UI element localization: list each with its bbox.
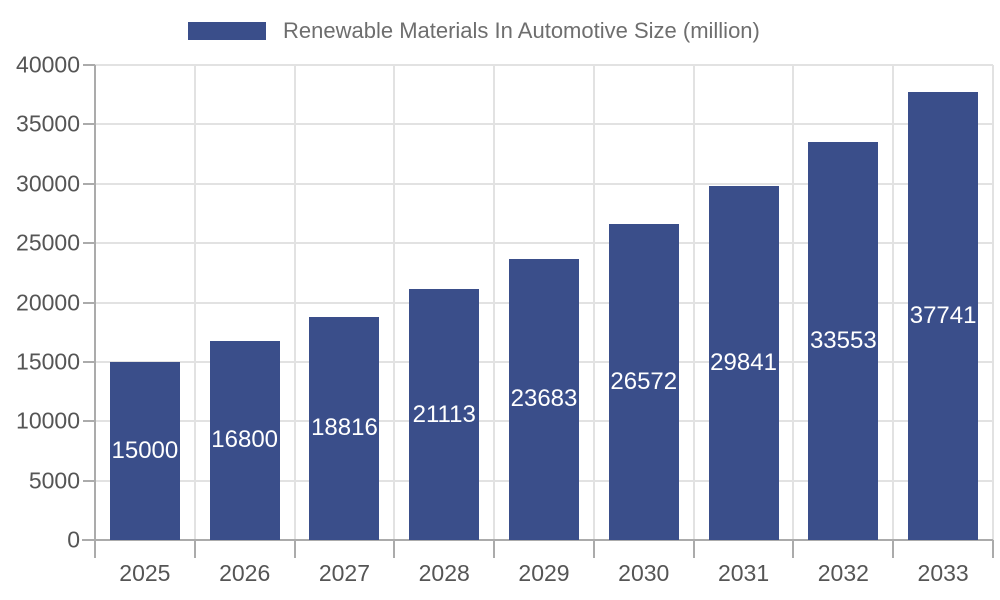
v-gridline — [493, 65, 496, 540]
x-axis-tick — [493, 540, 496, 558]
bar-value-label: 21113 — [412, 400, 476, 428]
y-axis-tick — [83, 182, 95, 185]
x-axis-tick — [692, 540, 695, 558]
y-axis-line — [94, 65, 96, 540]
y-tick-label: 20000 — [16, 289, 80, 315]
v-gridline — [393, 65, 396, 540]
x-axis-tick — [792, 540, 795, 558]
v-gridline — [592, 65, 595, 540]
bar-2032[interactable]: 33553 — [808, 141, 879, 540]
legend-label: Renewable Materials In Automotive Size (… — [283, 18, 760, 43]
bar-2025[interactable]: 15000 — [109, 361, 180, 540]
legend[interactable]: Renewable Materials In Automotive Size (… — [188, 18, 760, 44]
bar-value-label: 26572 — [610, 368, 678, 396]
h-gridline — [95, 64, 993, 66]
h-gridline — [95, 123, 993, 126]
x-axis-tick — [94, 540, 96, 558]
bar-2027[interactable]: 18816 — [309, 316, 380, 540]
y-tick-label: 5000 — [28, 467, 80, 494]
v-gridline — [992, 65, 994, 540]
x-tick-label: 2033 — [917, 560, 969, 586]
bar-2028[interactable]: 21113 — [409, 289, 480, 540]
x-axis-tick — [892, 540, 895, 558]
y-tick-label: 30000 — [16, 170, 80, 197]
bar-value-label: 18816 — [311, 414, 378, 442]
bar-value-label: 29841 — [710, 348, 777, 376]
x-axis-tick — [393, 540, 396, 558]
x-axis-tick — [293, 540, 296, 558]
bar-2029[interactable]: 23683 — [509, 258, 579, 540]
x-tick-label: 2025 — [119, 560, 171, 586]
bar-2026[interactable]: 16800 — [209, 340, 280, 540]
x-tick-label: 2032 — [817, 560, 869, 586]
bar-value-label: 23683 — [510, 385, 578, 413]
bar-2031[interactable]: 29841 — [708, 185, 779, 540]
x-axis-tick — [592, 540, 595, 558]
y-axis-tick — [83, 301, 95, 304]
y-axis-tick — [83, 242, 95, 245]
bar-2030[interactable]: 26572 — [608, 224, 679, 540]
bar-value-label: 15000 — [111, 436, 179, 464]
x-tick-label: 2027 — [318, 560, 371, 586]
y-tick-label: 25000 — [16, 229, 80, 256]
y-tick-label: 0 — [67, 526, 80, 553]
bar-value-label: 33553 — [809, 326, 877, 354]
v-gridline — [892, 65, 895, 540]
x-axis-tick — [193, 540, 196, 558]
y-axis-tick — [83, 360, 95, 363]
v-gridline — [293, 65, 296, 540]
v-gridline — [193, 65, 196, 540]
bar-value-label: 37741 — [909, 301, 977, 329]
legend-swatch-icon — [188, 22, 266, 40]
y-axis-tick — [83, 479, 95, 482]
y-axis-tick — [83, 420, 95, 423]
y-tick-label: 15000 — [16, 348, 80, 375]
y-tick-label: 10000 — [16, 407, 80, 434]
bar-2033[interactable]: 37741 — [908, 91, 979, 540]
bar-value-label: 16800 — [211, 426, 279, 454]
y-axis-tick — [83, 123, 95, 126]
v-gridline — [792, 65, 795, 540]
x-axis-line — [82, 539, 993, 541]
x-tick-label: 2030 — [618, 560, 670, 586]
x-tick-label: 2031 — [717, 560, 770, 586]
h-gridline — [95, 242, 993, 245]
x-tick-label: 2029 — [518, 560, 570, 586]
v-gridline — [692, 65, 695, 540]
x-axis-tick — [992, 540, 994, 558]
y-tick-label: 40000 — [16, 51, 80, 78]
x-tick-label: 2028 — [418, 560, 470, 586]
y-axis-tick — [83, 64, 95, 66]
h-gridline — [95, 182, 993, 185]
x-tick-label: 2026 — [219, 560, 271, 586]
y-tick-label: 35000 — [16, 110, 80, 137]
